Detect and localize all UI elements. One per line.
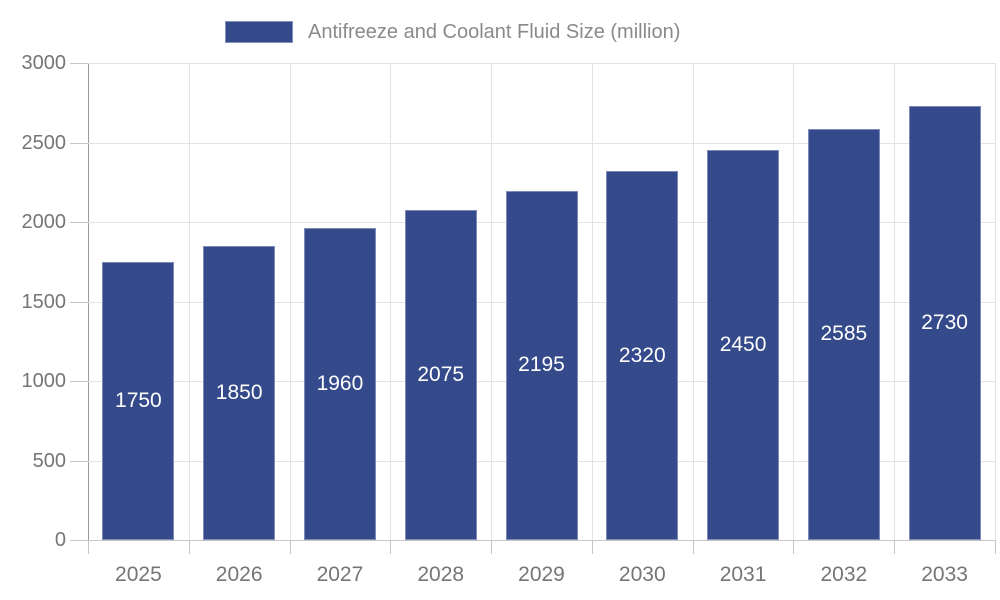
- y-axis-label: 0: [54, 529, 66, 551]
- x-axis-label: 2026: [215, 563, 263, 586]
- x-axis-tick: [894, 540, 896, 554]
- y-axis-tick: [70, 63, 88, 64]
- x-axis-tick: [692, 540, 694, 554]
- bar-2026[interactable]: [203, 245, 276, 540]
- gridline-vertical: [591, 63, 593, 540]
- y-axis-tick: [70, 222, 88, 223]
- y-axis-label: 1500: [21, 290, 67, 313]
- legend[interactable]: Antifreeze and Coolant Fluid Size (milli…: [225, 20, 680, 44]
- x-axis-label: 2031: [719, 563, 767, 586]
- x-axis-line: [88, 540, 995, 541]
- y-axis-tick: [70, 301, 88, 303]
- gridline-vertical: [692, 63, 694, 540]
- x-axis-label: 2032: [820, 563, 868, 586]
- y-axis-label: 2500: [21, 131, 67, 154]
- plot-area: 0 500 1000 1500 2000 2500 3000 1750 2025 1850 2026…: [22, 52, 996, 586]
- y-axis-label: 3000: [21, 52, 67, 74]
- y-axis-tick: [70, 460, 88, 462]
- x-axis-label: 2025: [115, 563, 162, 586]
- x-axis-tick: [188, 540, 190, 554]
- bar-2025[interactable]: [102, 261, 175, 540]
- gridline-horizontal: [88, 142, 995, 144]
- x-axis-tick: [591, 540, 593, 554]
- x-axis-label: 2033: [921, 563, 968, 586]
- bar-2029[interactable]: [505, 190, 578, 540]
- x-axis-label: 2028: [417, 563, 465, 586]
- x-axis-label: 2027: [316, 563, 364, 586]
- y-axis-tick: [70, 540, 88, 541]
- x-axis-tick: [390, 540, 392, 554]
- bar-2030[interactable]: [606, 171, 679, 540]
- gridline-vertical: [390, 63, 392, 540]
- x-axis-label: 2030: [618, 563, 666, 586]
- bar-2032[interactable]: [807, 128, 880, 540]
- legend-label: Antifreeze and Coolant Fluid Size (milli…: [308, 20, 681, 43]
- x-axis-tick: [88, 540, 89, 554]
- bar-2033[interactable]: [908, 105, 981, 540]
- bar-2031[interactable]: [707, 150, 780, 540]
- gridline-vertical: [793, 63, 795, 540]
- y-axis-tick: [70, 142, 88, 144]
- legend-swatch-icon: [225, 21, 293, 43]
- x-axis-tick: [491, 540, 493, 554]
- y-axis-tick: [70, 381, 88, 382]
- gridline-vertical: [894, 63, 896, 540]
- x-axis-tick: [793, 540, 795, 554]
- bar-2028[interactable]: [404, 210, 477, 540]
- gridline-vertical: [995, 63, 996, 540]
- gridline-vertical: [491, 63, 493, 540]
- gridline-vertical: [289, 63, 291, 540]
- gridline-horizontal: [88, 63, 995, 64]
- y-axis-label: 2000: [21, 211, 67, 233]
- x-axis-tick: [289, 540, 291, 554]
- bar-2027[interactable]: [303, 228, 376, 540]
- y-axis-label: 500: [32, 449, 66, 472]
- gridline-vertical: [188, 63, 190, 540]
- x-axis-tick: [995, 540, 996, 554]
- y-axis-label: 1000: [21, 370, 67, 392]
- x-axis-label: 2029: [518, 563, 565, 586]
